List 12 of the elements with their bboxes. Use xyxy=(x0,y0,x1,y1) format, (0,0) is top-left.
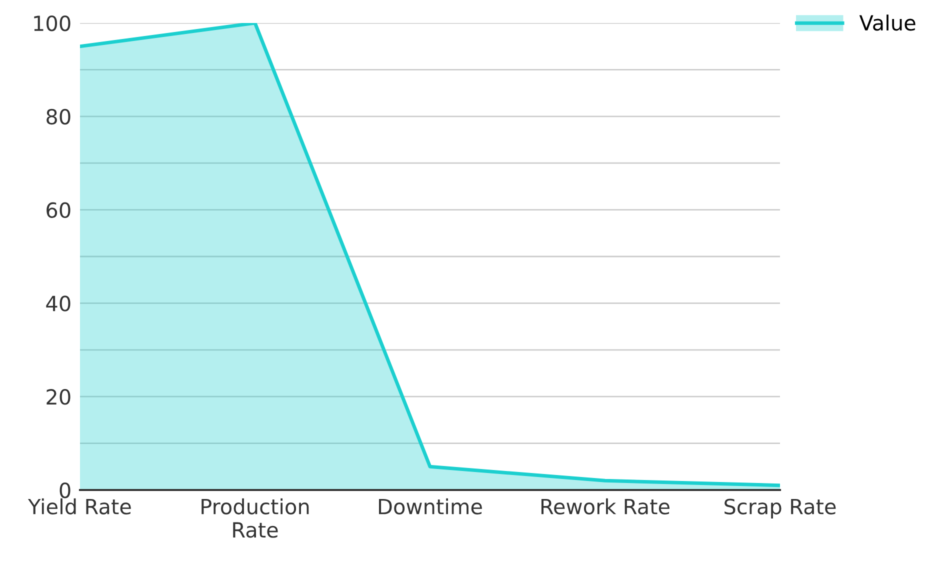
x-tick-label: Scrap Rate xyxy=(724,498,836,518)
y-tick-label: 0 xyxy=(60,482,70,498)
x-tick-label: Downtime xyxy=(378,498,482,514)
y-tick-label: 100 xyxy=(34,15,70,32)
y-tick-label: 40 xyxy=(46,296,70,312)
y-tick-label: 80 xyxy=(46,108,70,125)
x-tick-label: Production Rate xyxy=(202,498,309,538)
x-tick-label: Yield Rate xyxy=(28,498,131,514)
legend-label: Value xyxy=(859,14,916,31)
x-tick-label: Rework Rate xyxy=(541,498,670,514)
y-tick-label: 20 xyxy=(46,389,70,405)
y-tick-label: 60 xyxy=(46,202,70,218)
